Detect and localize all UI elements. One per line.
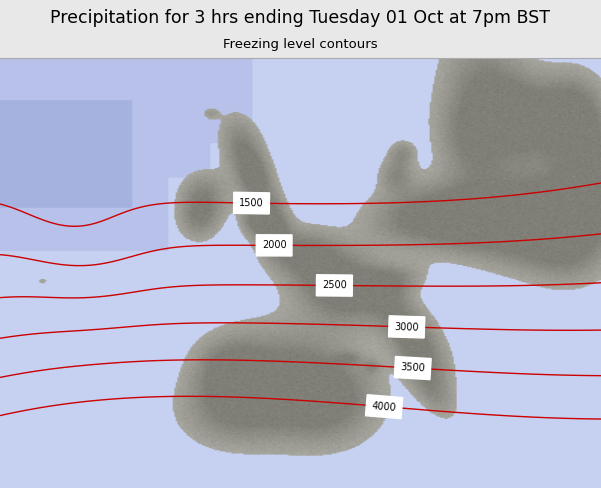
Text: 1500: 1500 [239, 198, 264, 208]
Text: 4000: 4000 [371, 401, 397, 413]
Text: Precipitation for 3 hrs ending Tuesday 01 Oct at 7pm BST: Precipitation for 3 hrs ending Tuesday 0… [50, 9, 551, 27]
Text: 2000: 2000 [262, 240, 287, 250]
Text: Freezing level contours: Freezing level contours [223, 39, 378, 51]
Text: 3000: 3000 [394, 322, 419, 332]
Text: 3500: 3500 [400, 363, 426, 374]
Text: 2500: 2500 [322, 280, 347, 290]
